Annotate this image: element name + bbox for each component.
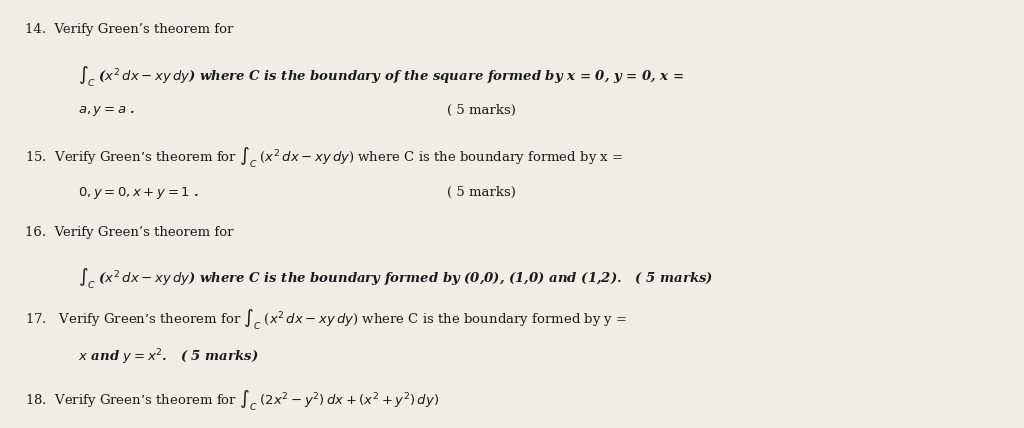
Text: $x$ and $y = x^2$.   ( 5 marks): $x$ and $y = x^2$. ( 5 marks) (79, 348, 259, 367)
Text: ( 5 marks): ( 5 marks) (446, 104, 516, 117)
Text: $0, y = 0, x + y = 1$ .: $0, y = 0, x + y = 1$ . (79, 185, 200, 202)
Text: 14.  Verify Green’s theorem for: 14. Verify Green’s theorem for (26, 23, 233, 36)
Text: 15.  Verify Green’s theorem for $\int_C$ ($x^2\,dx - xy\,dy$) where C is the bou: 15. Verify Green’s theorem for $\int_C$ … (26, 145, 624, 169)
Text: 18.  Verify Green’s theorem for $\int_C$ $(2x^2 - y^2)\,dx + (x^2 + y^2)\,dy)$: 18. Verify Green’s theorem for $\int_C$ … (26, 388, 439, 413)
Text: $a, y = a$ .: $a, y = a$ . (79, 104, 136, 118)
Text: ( 5 marks): ( 5 marks) (446, 185, 516, 199)
Text: $\int_C$ ($x^2\,dx - xy\,dy$) where C is the boundary formed by (0,0), (1,0) and: $\int_C$ ($x^2\,dx - xy\,dy$) where C is… (79, 266, 714, 291)
Text: $\int_C$ ($x^2\,dx - xy\,dy$) where C is the boundary of the square formed by x : $\int_C$ ($x^2\,dx - xy\,dy$) where C is… (79, 64, 684, 89)
Text: 17.   Verify Green’s theorem for $\int_C$ ($x^2\,dx - xy\,dy$) where C is the bo: 17. Verify Green’s theorem for $\int_C$ … (26, 307, 628, 332)
Text: 16.  Verify Green’s theorem for: 16. Verify Green’s theorem for (26, 226, 233, 239)
